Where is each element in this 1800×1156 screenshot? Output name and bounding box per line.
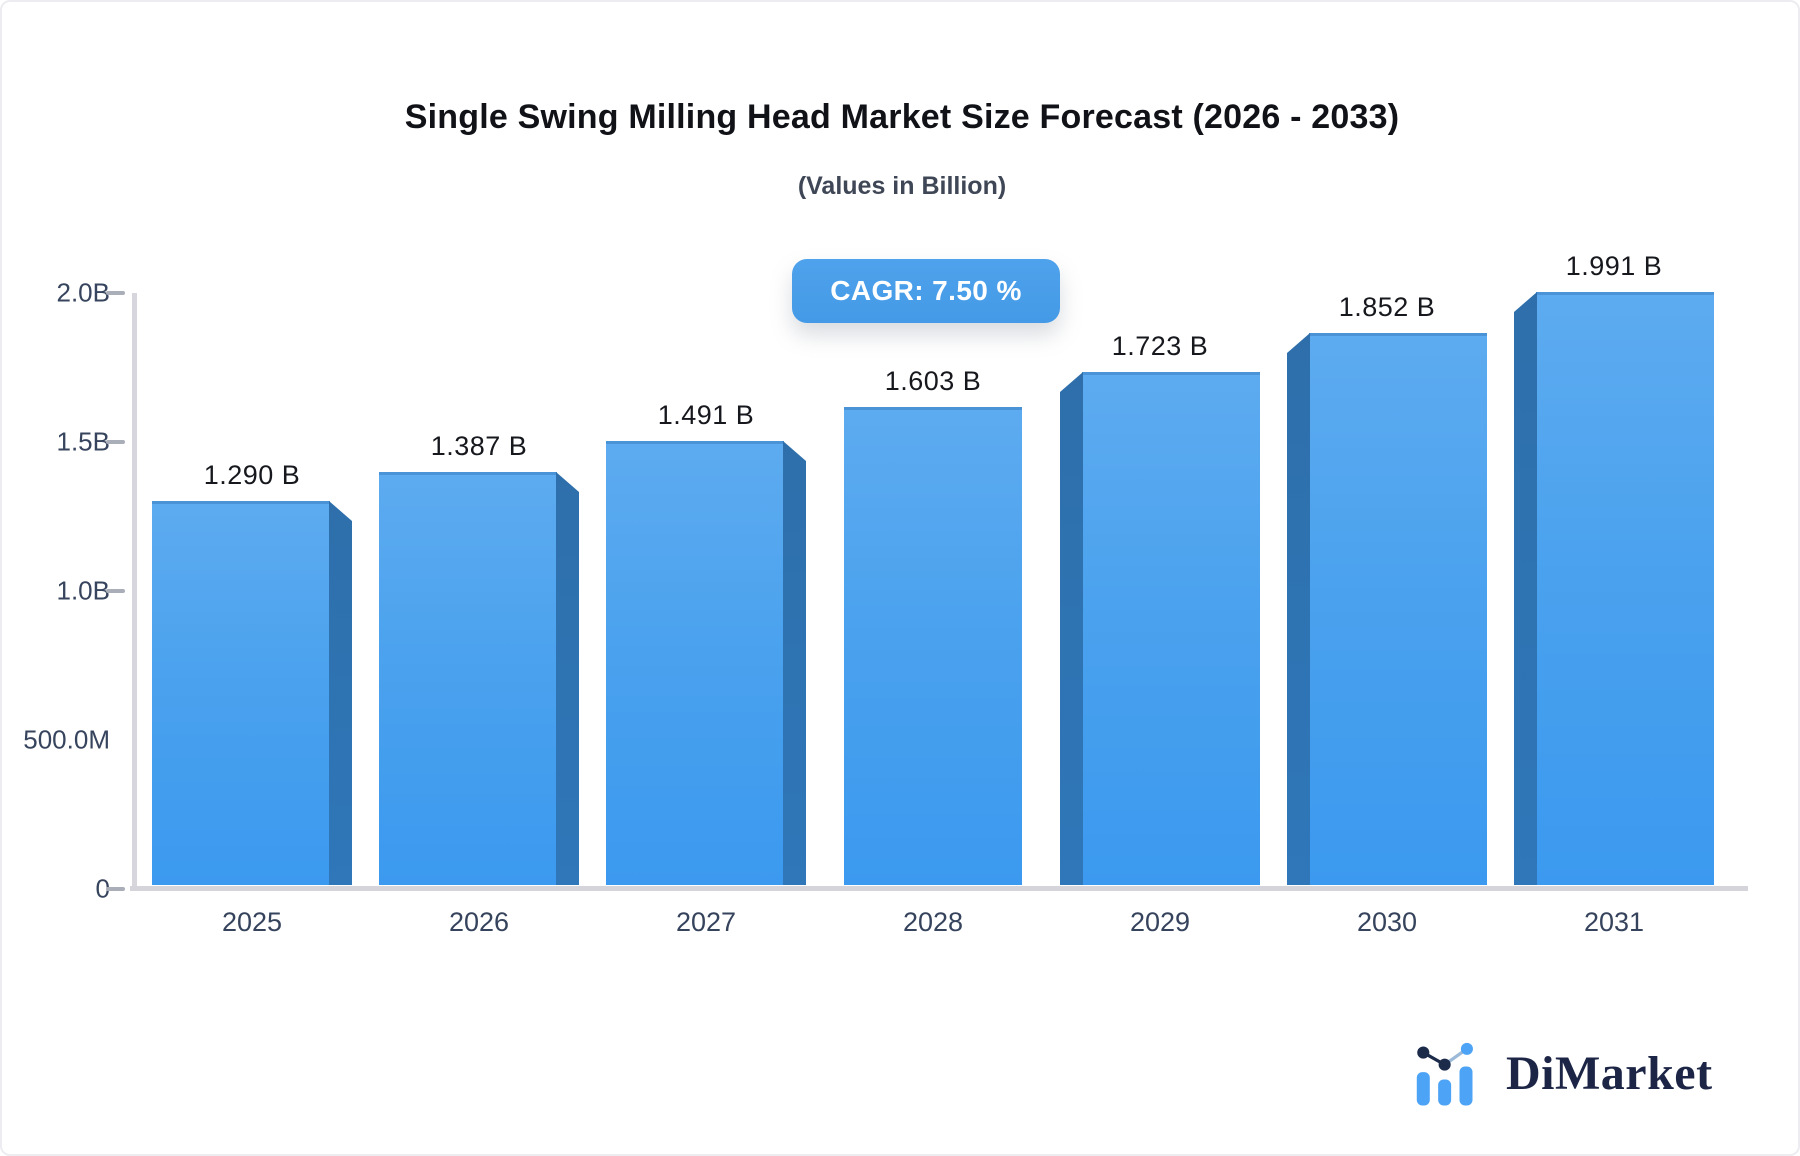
bar-value-label: 1.387 B bbox=[430, 431, 528, 461]
bar-2029 bbox=[1060, 372, 1260, 885]
x-category-label-2028: 2028 bbox=[902, 907, 964, 937]
x-category-label-2029: 2029 bbox=[1129, 907, 1191, 937]
bar-value-label: 1.852 B bbox=[1338, 292, 1436, 322]
x-category-label-2030: 2030 bbox=[1356, 907, 1418, 937]
bar-face bbox=[844, 407, 1022, 885]
bar-bevel bbox=[1514, 292, 1537, 885]
bar-face bbox=[1536, 292, 1714, 885]
bar-2028 bbox=[833, 407, 1033, 885]
bar-value-label: 1.603 B bbox=[884, 366, 982, 396]
bar-face bbox=[1309, 333, 1487, 885]
y-tick-dash bbox=[106, 440, 125, 444]
x-category-label-2031: 2031 bbox=[1583, 907, 1645, 937]
bar-2027 bbox=[606, 441, 806, 885]
brand-logo: DiMarket bbox=[1414, 1040, 1713, 1106]
cagr-badge: CAGR: 7.50 % bbox=[792, 259, 1060, 323]
bar-2031 bbox=[1514, 292, 1714, 885]
bar-face bbox=[1082, 372, 1260, 885]
x-axis-line bbox=[130, 886, 1748, 891]
bar-value-label: 1.991 B bbox=[1565, 251, 1663, 281]
y-tick-dash bbox=[106, 887, 125, 891]
y-tick-dash bbox=[106, 589, 125, 593]
bar-value-label: 1.290 B bbox=[203, 460, 301, 490]
y-tick-label: 1.5B bbox=[56, 426, 111, 457]
bar-face bbox=[152, 501, 330, 885]
chart-subtitle: (Values in Billion) bbox=[797, 172, 1007, 200]
y-tick-label: 0 bbox=[95, 873, 110, 904]
x-category-label-2026: 2026 bbox=[448, 907, 510, 937]
bar-face bbox=[379, 472, 557, 885]
bar-2030 bbox=[1287, 333, 1487, 885]
y-tick-label: 1.0B bbox=[56, 575, 111, 606]
chart-title: Single Swing Milling Head Market Size Fo… bbox=[404, 98, 1400, 136]
bar-chart-logo-icon bbox=[1414, 1040, 1492, 1106]
cagr-badge-label: CAGR: 7.50 % bbox=[830, 275, 1022, 306]
bar-2026 bbox=[379, 472, 579, 885]
bar-bevel bbox=[329, 501, 352, 885]
bar-bevel bbox=[783, 441, 806, 885]
x-category-label-2027: 2027 bbox=[675, 907, 737, 937]
bar-bevel bbox=[1060, 372, 1083, 885]
bar-2025 bbox=[152, 501, 352, 885]
bar-face bbox=[606, 441, 784, 885]
y-tick-label: 2.0B bbox=[56, 277, 111, 308]
bar-bevel bbox=[556, 472, 579, 885]
bar-bevel bbox=[1287, 333, 1310, 885]
y-tick-label: 500.0M bbox=[23, 724, 110, 755]
bar-value-label: 1.723 B bbox=[1111, 331, 1209, 361]
brand-name: DiMarket bbox=[1506, 1046, 1713, 1100]
y-axis-line bbox=[132, 293, 137, 891]
bar-value-label: 1.491 B bbox=[657, 400, 755, 430]
y-tick-dash bbox=[106, 291, 125, 295]
x-category-label-2025: 2025 bbox=[221, 907, 283, 937]
